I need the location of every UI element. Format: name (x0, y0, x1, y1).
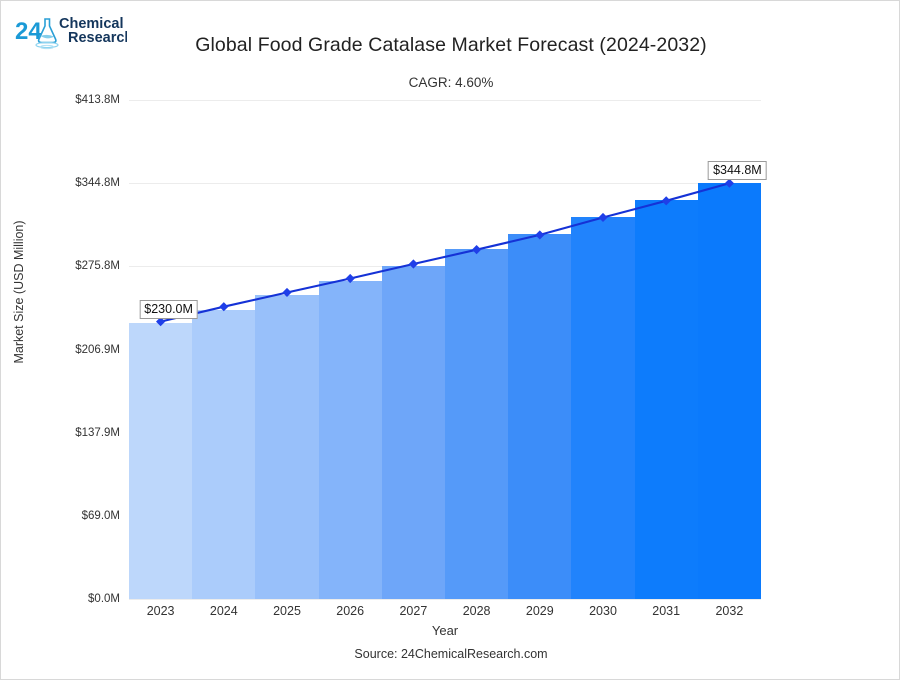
y-tick-label: $413.8M (75, 94, 120, 106)
bar-2028 (445, 249, 509, 599)
marker-2024 (219, 302, 229, 312)
y-tick-label: $69.0M (81, 509, 120, 522)
bar-2026 (318, 281, 382, 599)
marker-2026 (345, 273, 355, 284)
bar-2024 (192, 309, 256, 599)
y-tick-label: $206.9M (75, 343, 120, 356)
gridline (129, 599, 761, 600)
brand-logo: 24 Chemical Research (15, 11, 127, 51)
line-series (156, 178, 734, 327)
data-label-2023: $230.0M (139, 299, 198, 319)
bar-2031 (634, 200, 698, 599)
plot-area: $0.0M $69.0M $137.9M $206.9M $275.8M $344.8M $… (75, 94, 767, 618)
chart-title: Global Food Grade Catalase Market Foreca… (195, 34, 707, 56)
marker-2027 (408, 259, 418, 269)
x-tick-label-2030: 2030 (589, 604, 617, 618)
x-tick-label-2028: 2028 (462, 604, 491, 618)
marker-2031 (661, 196, 671, 206)
svg-text:Research: Research (68, 30, 127, 46)
bar-2029 (508, 233, 572, 599)
bar-2032 (697, 183, 761, 599)
logo-icon: 24 Chemical Research (15, 16, 127, 50)
chart-subtitle-cagr: CAGR: 4.60% (408, 75, 494, 90)
x-axis-title: Year (431, 623, 459, 638)
y-axis-title: Market Size (USD Million) (12, 220, 26, 364)
gridline (129, 183, 761, 185)
y-tick-label: $0.0M (88, 593, 120, 605)
x-tick-label-2029: 2029 (525, 604, 554, 618)
x-tick-label-2032: 2032 (715, 604, 744, 618)
marker-2025 (282, 287, 292, 298)
x-tick-label-2024: 2024 (209, 604, 238, 618)
trend-markers (156, 178, 734, 327)
source-note: Source: 24ChemicalResearch.com (354, 647, 548, 661)
data-label-2032: $344.8M (708, 161, 767, 181)
bar-series (129, 100, 761, 599)
bar-2027 (381, 266, 445, 599)
svg-text:24: 24 (15, 18, 42, 45)
marker-2030 (598, 212, 608, 223)
x-tick-label-2027: 2027 (399, 604, 428, 618)
bar-2030 (571, 216, 635, 599)
x-tick-label-2023: 2023 (146, 604, 175, 618)
x-tick-label-2025: 2025 (273, 604, 301, 618)
marker-2028 (472, 245, 482, 255)
gridline (129, 100, 761, 101)
bar-2025 (255, 295, 319, 599)
y-tick-label: $344.8M (75, 177, 120, 190)
svg-text:Chemical: Chemical (59, 16, 123, 32)
y-tick-label: $275.8M (75, 260, 120, 273)
marker-2023 (156, 317, 166, 327)
x-tick-label-2026: 2026 (336, 604, 365, 618)
y-tick-label: $137.9M (75, 426, 120, 439)
x-tick-label-2031: 2031 (652, 604, 681, 618)
bar-2023 (129, 322, 193, 599)
marker-2029 (535, 230, 545, 240)
trend-line (160, 182, 730, 323)
